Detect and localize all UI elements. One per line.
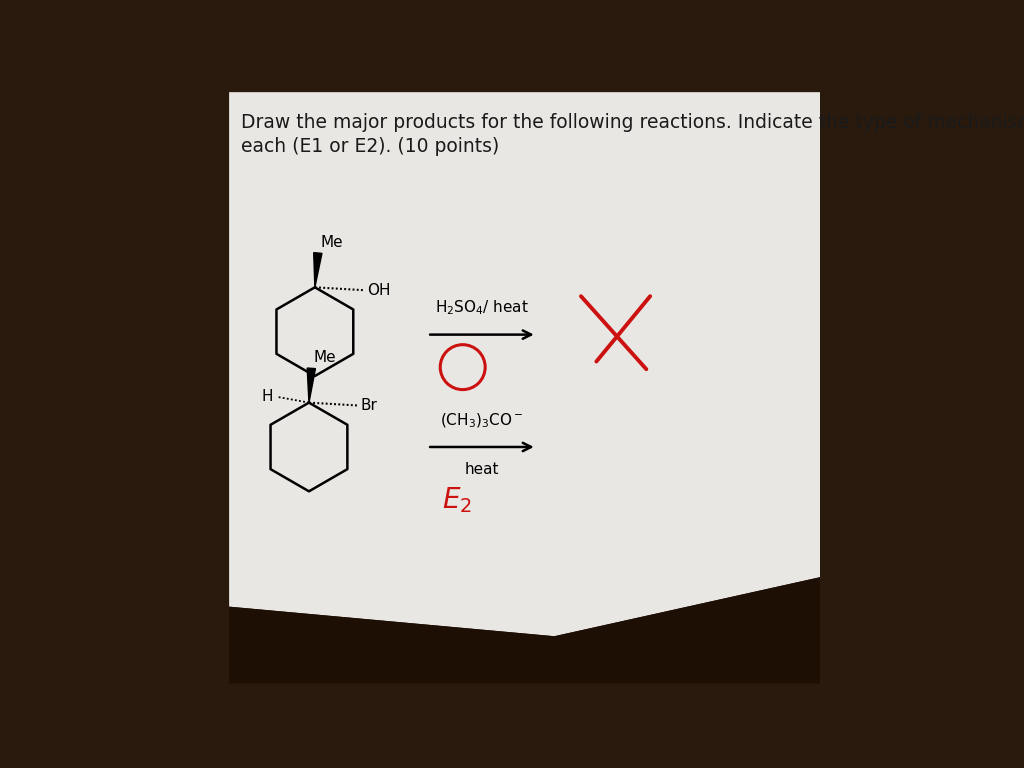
Text: heat: heat (465, 462, 499, 477)
Text: (CH$_3$)$_3$CO$^-$: (CH$_3$)$_3$CO$^-$ (440, 412, 523, 430)
Text: H: H (262, 389, 273, 404)
Text: each (E1 or E2). (10 points): each (E1 or E2). (10 points) (241, 137, 499, 155)
Text: Br: Br (361, 398, 378, 413)
Text: H$_2$SO$_4$/ heat: H$_2$SO$_4$/ heat (435, 298, 529, 317)
Text: Draw the major products for the following reactions. Indicate the type of mechan: Draw the major products for the followin… (241, 113, 1024, 132)
Text: $\mathit{E}_2$: $\mathit{E}_2$ (441, 485, 472, 515)
Polygon shape (229, 92, 820, 636)
Polygon shape (229, 577, 820, 684)
Text: Me: Me (321, 235, 343, 250)
Text: Me: Me (313, 350, 336, 366)
Polygon shape (313, 253, 322, 287)
Text: OH: OH (367, 283, 390, 298)
Polygon shape (307, 368, 315, 402)
